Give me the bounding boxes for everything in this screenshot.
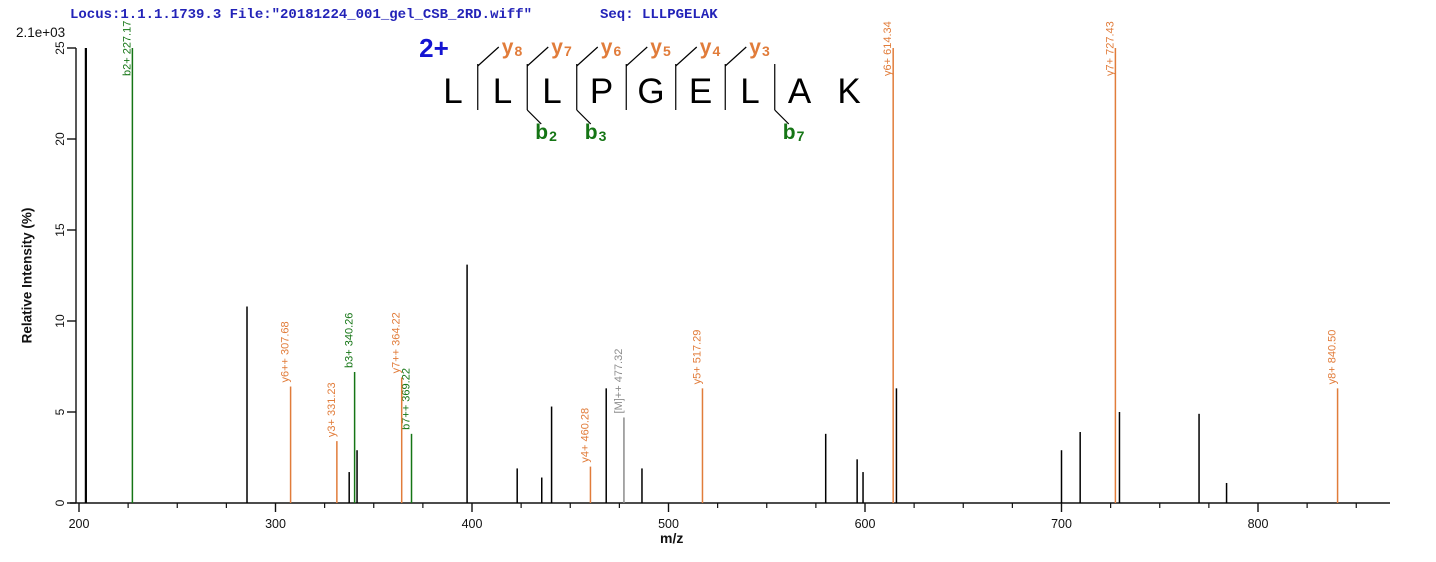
residue-letter: L	[443, 72, 462, 111]
x-tick-label: 200	[69, 517, 90, 531]
max-intensity-label: 2.1e+03	[16, 25, 66, 40]
x-axis-title: m/z	[660, 530, 684, 546]
x-tick-label: 400	[462, 517, 483, 531]
peak-label: y7+ 727.43	[1104, 21, 1116, 76]
b-ion-diagonal	[526, 109, 542, 125]
x-tick-label: 300	[265, 517, 286, 531]
y-ion-label: y8	[502, 36, 523, 59]
y-tick-label: 15	[53, 223, 67, 237]
y-tick-label: 0	[53, 499, 67, 506]
peak-label: b7++ 369.22	[401, 368, 413, 430]
b-ion-label: b7	[783, 121, 805, 144]
y-axis-title: Relative Intensity (%)	[19, 207, 35, 344]
x-tick-label: 500	[658, 517, 679, 531]
b-ion-label: b3	[585, 121, 607, 144]
peak-label: [M]++ 477.32	[613, 349, 625, 414]
peak-label: y4+ 460.28	[579, 408, 591, 463]
b-ion-diagonal	[576, 109, 592, 125]
x-tick-label: 700	[1051, 517, 1072, 531]
residue-letter: G	[637, 72, 664, 111]
y-ion-diagonal	[576, 46, 599, 67]
residue-letter: L	[542, 72, 561, 111]
y-tick-label: 10	[53, 314, 67, 328]
peak-label: y8+ 840.50	[1327, 330, 1339, 385]
header-bar: Locus:1.1.1.1739.3 File:"20181224_001_ge…	[0, 7, 1436, 25]
y-ion-diagonal	[724, 46, 747, 67]
y-ion-label: y7	[551, 36, 572, 59]
residue-letter: L	[740, 72, 759, 111]
y-tick-label: 20	[53, 132, 67, 146]
y-ion-diagonal	[675, 46, 698, 67]
b-ion-diagonal	[774, 109, 790, 125]
y-ion-label: y4	[700, 36, 721, 59]
y-tick-label: 25	[53, 41, 67, 55]
peak-label: y5+ 517.29	[691, 330, 703, 385]
y-ion-diagonal	[526, 46, 549, 67]
y-ion-label: y6	[601, 36, 622, 59]
y-ion-diagonal	[625, 46, 648, 67]
y-ion-label: y5	[650, 36, 671, 59]
y-ion-diagonal	[477, 46, 500, 67]
peak-label: y6+ 614.34	[882, 21, 894, 76]
locus-file-label: Locus:1.1.1.1739.3 File:"20181224_001_ge…	[70, 7, 533, 23]
residue-letter: A	[788, 72, 812, 111]
peak-label: y3+ 331.23	[326, 382, 338, 437]
sequence-label: Seq: LLLPGELAK	[600, 7, 718, 23]
peak-label: y7++ 364.22	[391, 312, 403, 373]
x-tick-label: 600	[855, 517, 876, 531]
y-ion-label: y3	[749, 36, 770, 59]
precursor-charge-label: 2+	[419, 33, 449, 63]
y-tick-label: 5	[53, 408, 67, 415]
x-tick-label: 800	[1248, 517, 1269, 531]
residue-letter: P	[590, 72, 613, 111]
residue-letter: E	[689, 72, 712, 111]
b-ion-label: b2	[535, 121, 557, 144]
peak-label: y6++ 307.68	[280, 321, 292, 382]
peak-label: b2+ 227.17	[121, 21, 133, 76]
peak-label: b3+ 340.26	[344, 313, 356, 368]
residue-letter: K	[837, 72, 860, 111]
residue-letter: L	[493, 72, 512, 111]
